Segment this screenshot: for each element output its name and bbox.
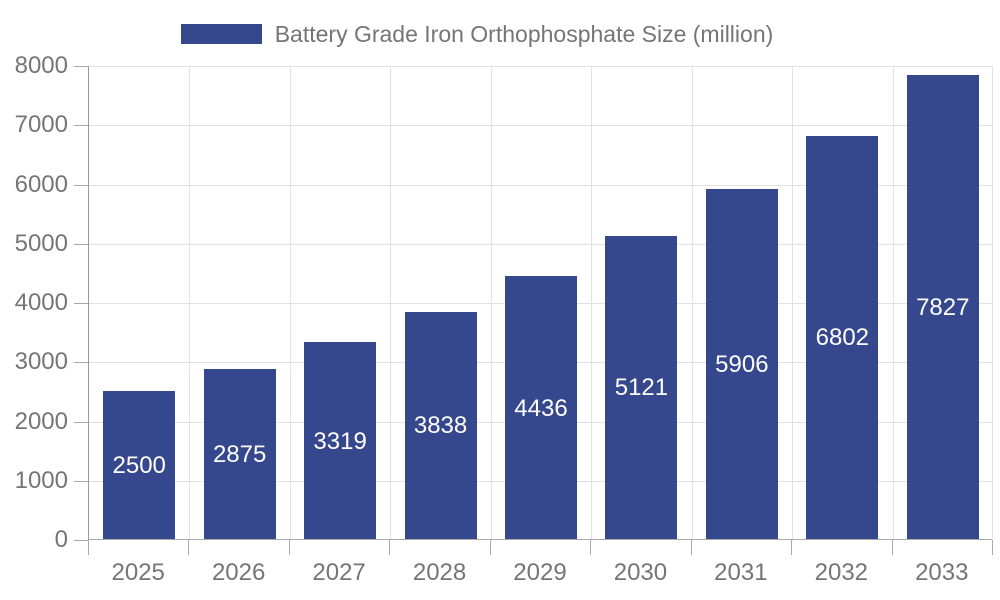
gridline <box>89 184 992 186</box>
bar[interactable] <box>906 75 979 539</box>
x-tick-mark <box>188 540 190 555</box>
x-tick-mark <box>891 540 893 555</box>
bar[interactable] <box>404 311 477 539</box>
gridline <box>390 66 392 539</box>
y-tick-label: 5000 <box>14 229 68 257</box>
y-tick-label: 6000 <box>14 170 68 198</box>
x-tick-label: 2029 <box>513 559 567 586</box>
x-tick-mark <box>590 540 592 555</box>
bar[interactable] <box>605 235 678 539</box>
bar-value-label: 7827 <box>916 294 970 322</box>
x-tick-label: 2033 <box>915 559 969 586</box>
x-tick-label: 2025 <box>111 559 165 586</box>
y-tick-mark <box>74 66 88 67</box>
x-tick-mark <box>88 540 89 555</box>
x-tick-label: 2028 <box>412 559 467 586</box>
gridline <box>992 66 993 539</box>
gridline <box>490 66 492 539</box>
bar-value-label: 5906 <box>715 351 769 379</box>
x-tick-label: 2032 <box>814 559 869 586</box>
x-tick-label: 2030 <box>613 559 668 586</box>
x-tick-mark <box>389 540 391 555</box>
gridline <box>89 125 992 127</box>
y-tick-label: 0 <box>54 526 68 553</box>
y-tick-label: 8000 <box>14 52 68 79</box>
x-tick-mark <box>690 540 692 555</box>
gridline <box>691 66 693 539</box>
x-tick-mark <box>489 540 491 555</box>
y-tick-mark <box>74 243 88 245</box>
bar-value-label: 3319 <box>313 427 367 455</box>
legend-swatch-icon <box>180 24 262 44</box>
y-tick-mark <box>74 362 88 364</box>
plot-area: 2500 2875 3319 3838 4436 5121 5906 6802 7827 <box>88 66 993 540</box>
bar[interactable] <box>806 135 879 539</box>
gridline <box>591 66 593 539</box>
gridline <box>89 243 992 245</box>
y-tick-mark <box>74 540 88 541</box>
y-tick-mark <box>74 125 88 127</box>
y-tick-mark <box>74 421 88 423</box>
y-tick-label: 7000 <box>14 111 68 139</box>
bar[interactable] <box>203 368 276 539</box>
bar-value-label: 2500 <box>112 451 166 479</box>
x-tick-mark <box>791 540 793 555</box>
bar[interactable] <box>103 390 176 539</box>
x-tick-label: 2031 <box>714 559 768 586</box>
x-tick-mark <box>992 540 993 555</box>
y-tick-label: 1000 <box>14 466 68 494</box>
bar-value-label: 6802 <box>815 324 870 352</box>
y-tick-label: 4000 <box>14 289 68 316</box>
legend-label: Battery Grade Iron Orthophosphate Size (… <box>274 20 774 47</box>
y-tick-mark <box>74 480 88 482</box>
y-tick-mark <box>74 303 88 304</box>
y-tick-mark <box>74 184 88 186</box>
bar-value-label: 3838 <box>413 412 468 440</box>
y-tick-label: 2000 <box>14 407 68 435</box>
gridline <box>89 66 992 67</box>
gridline <box>892 66 894 539</box>
bar[interactable] <box>304 342 377 539</box>
x-tick-mark <box>288 540 290 555</box>
gridline <box>189 66 191 539</box>
y-tick-label: 3000 <box>14 348 68 376</box>
gridline <box>289 66 291 539</box>
bar-value-label: 4436 <box>514 394 568 422</box>
x-tick-label: 2026 <box>211 559 266 586</box>
bar[interactable] <box>705 189 778 539</box>
bar[interactable] <box>505 276 577 539</box>
chart-legend[interactable]: Battery Grade Iron Orthophosphate Size (… <box>0 18 1000 50</box>
bar-value-label: 2875 <box>212 440 267 468</box>
gridline <box>792 66 794 539</box>
x-tick-label: 2027 <box>312 559 366 586</box>
bar-value-label: 5121 <box>614 374 669 402</box>
